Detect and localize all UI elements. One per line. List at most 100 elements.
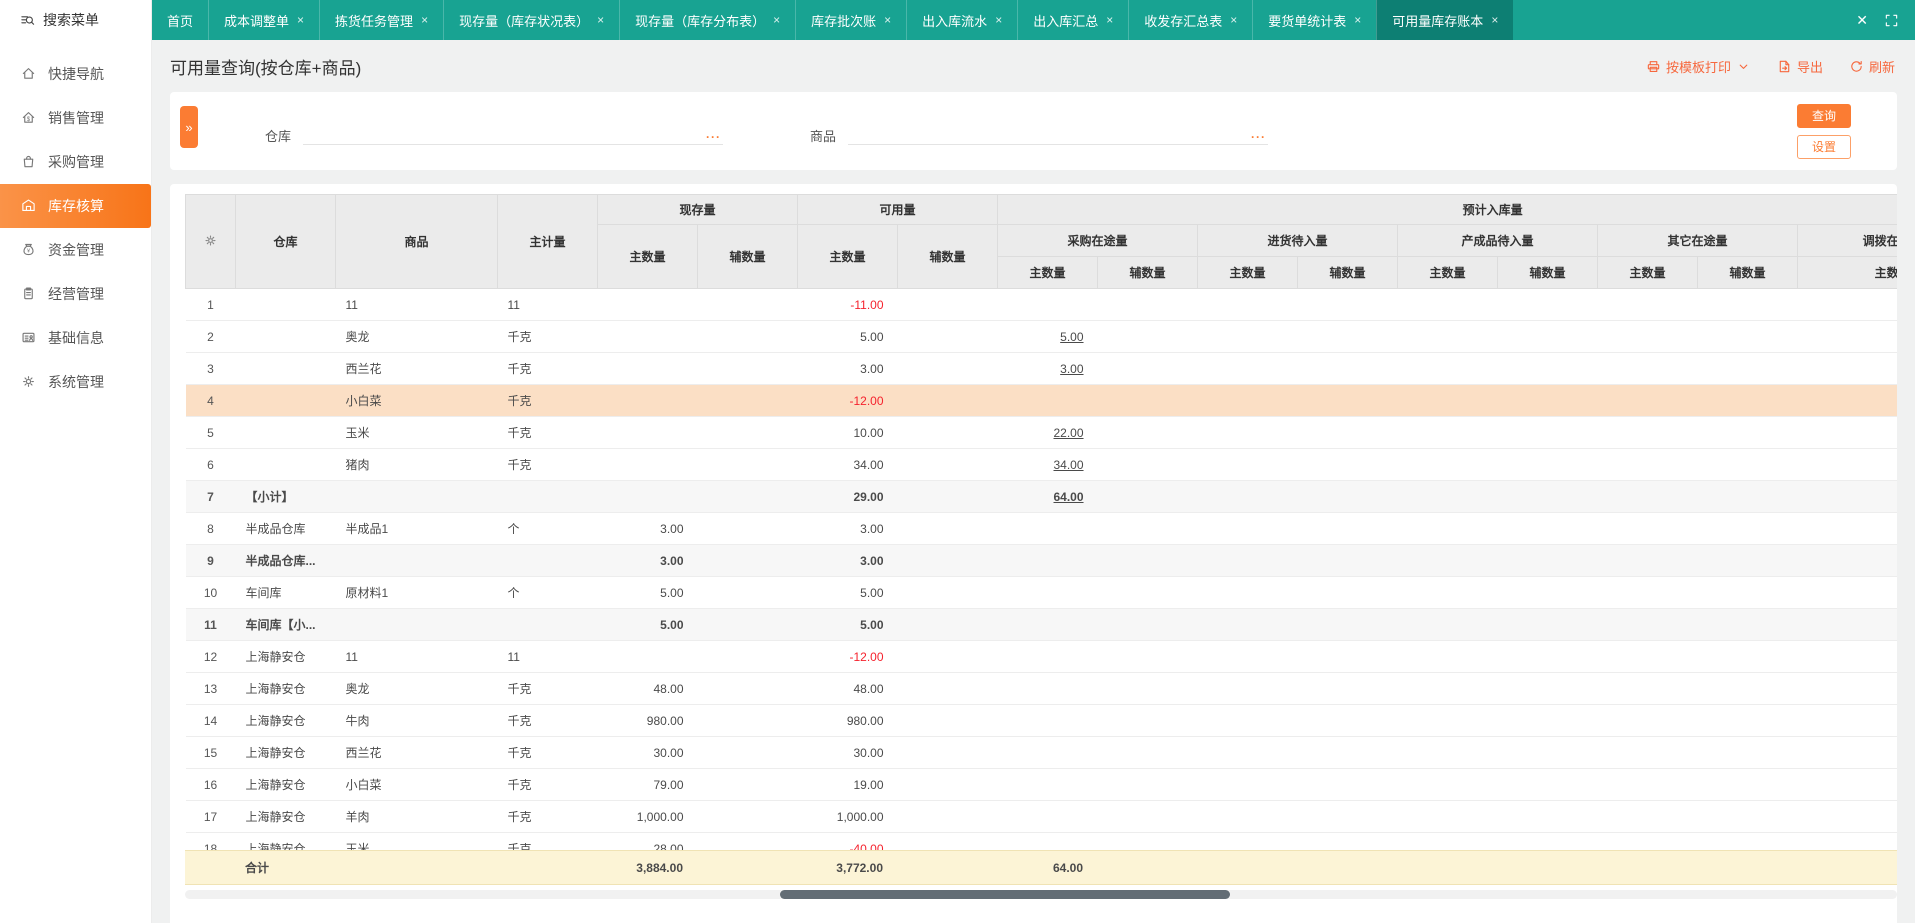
cell: 5.00 — [597, 576, 698, 609]
cell — [697, 704, 798, 737]
cell — [897, 320, 998, 353]
warehouse-label: 仓库 — [265, 129, 292, 144]
cell[interactable]: 5.00 — [997, 320, 1098, 353]
group-header-transfer-transit: 调拨在途量 — [1797, 224, 1897, 257]
sidebar-item-2[interactable]: 采购管理 — [0, 140, 151, 184]
cell — [697, 512, 798, 545]
cell — [1497, 416, 1598, 449]
chevron-down-icon[interactable] — [1736, 59, 1751, 74]
table-row[interactable]: 13 上海静安仓 奥龙 千克 48.00 48.00 — [185, 672, 1897, 705]
sidebar-item-5[interactable]: 经营管理 — [0, 272, 151, 316]
sidebar-item-0[interactable]: 快捷导航 — [0, 52, 151, 96]
table-row[interactable]: 1 11 11 -11.00 — [185, 288, 1897, 321]
table-row[interactable]: 10 车间库 原材料1 个 5.00 5.00 — [185, 576, 1897, 609]
fullscreen-icon[interactable] — [1884, 13, 1899, 28]
sidebar-item-3[interactable]: 库存核算 — [0, 184, 151, 228]
tab-8[interactable]: 收发存汇总表 × — [1128, 0, 1252, 40]
cell[interactable]: 3.00 — [997, 352, 1098, 385]
tab-close-icon[interactable]: × — [1230, 13, 1238, 27]
tab-close-icon[interactable]: × — [1106, 13, 1114, 27]
cell: 11 — [335, 640, 498, 673]
cell — [1397, 352, 1498, 385]
sidebar-item-7[interactable]: 系统管理 — [0, 360, 151, 404]
total-onhand-main: 3,884.00 — [597, 850, 697, 885]
tab-0[interactable]: 首页 — [152, 0, 208, 40]
sidebar-item-6[interactable]: 基础信息 — [0, 316, 151, 360]
table-row[interactable]: 8 半成品仓库 半成品1 个 3.00 3.00 — [185, 512, 1897, 545]
tab-close-icon[interactable]: × — [597, 13, 605, 27]
sidebar-item-4[interactable]: ¥ 资金管理 — [0, 228, 151, 272]
close-all-tabs-icon[interactable]: ✕ — [1856, 11, 1868, 28]
refresh-button[interactable]: 刷新 — [1849, 57, 1895, 76]
tab-close-icon[interactable]: × — [1491, 13, 1499, 27]
tab-1[interactable]: 成本调整单 × — [208, 0, 319, 40]
product-picker-ellipsis-icon[interactable]: ··· — [1251, 130, 1267, 144]
cell — [1497, 576, 1598, 609]
table-row[interactable]: 9 半成品仓库... 3.00 3.00 — [185, 544, 1897, 577]
table-row[interactable]: 16 上海静安仓 小白菜 千克 79.00 19.00 — [185, 768, 1897, 801]
tab-close-icon[interactable]: × — [884, 13, 892, 27]
cell: 48.00 — [797, 672, 898, 705]
table-row[interactable]: 6 猪肉 千克 34.00 34.00 — [185, 448, 1897, 481]
scrollbar-thumb[interactable] — [780, 890, 1230, 899]
cell: 16 — [185, 768, 236, 801]
tab-2[interactable]: 拣货任务管理 × — [319, 0, 443, 40]
cell — [997, 544, 1098, 577]
warehouse-input[interactable]: ··· — [303, 124, 724, 145]
cell — [1297, 608, 1398, 641]
warehouse-picker-ellipsis-icon[interactable]: ··· — [706, 130, 722, 144]
cell — [1697, 800, 1798, 833]
cell[interactable]: 64.00 — [997, 480, 1098, 513]
cell — [497, 608, 598, 641]
system-icon — [21, 374, 38, 391]
cell: 980.00 — [797, 704, 898, 737]
product-input[interactable]: ··· — [848, 124, 1269, 145]
cell — [1297, 704, 1398, 737]
cell: 玉米 — [335, 832, 498, 850]
col-header-product: 商品 — [335, 194, 498, 289]
query-button[interactable]: 查询 — [1797, 104, 1851, 128]
cell — [1297, 480, 1398, 513]
table-row[interactable]: 12 上海静安仓 11 11 -12.00 — [185, 640, 1897, 673]
tab-3[interactable]: 现存量（库存状况表） × — [443, 0, 619, 40]
tab-close-icon[interactable]: × — [1354, 13, 1362, 27]
table-row[interactable]: 2 奥龙 千克 5.00 5.00 — [185, 320, 1897, 353]
tab-close-icon[interactable]: × — [773, 13, 781, 27]
sidebar-item-1[interactable]: $ 销售管理 — [0, 96, 151, 140]
table-row[interactable]: 11 车间库【小... 5.00 5.00 — [185, 608, 1897, 641]
table-row[interactable]: 17 上海静安仓 羊肉 千克 1,000.00 1,000.00 — [185, 800, 1897, 833]
tab-4[interactable]: 现存量（库存分布表） × — [619, 0, 795, 40]
sidebar-item-label: 采购管理 — [48, 154, 104, 170]
cell: -12.00 — [797, 640, 898, 673]
table-row[interactable]: 14 上海静安仓 牛肉 千克 980.00 980.00 — [185, 704, 1897, 737]
settings-button[interactable]: 设置 — [1797, 135, 1851, 159]
table-row[interactable]: 18 上海静安仓 玉米 千克 28.00 -40.00 — [185, 832, 1897, 850]
table-row[interactable]: 3 西兰花 千克 3.00 3.00 — [185, 352, 1897, 385]
tab-close-icon[interactable]: × — [297, 13, 305, 27]
export-label: 导出 — [1796, 59, 1823, 75]
tab-6[interactable]: 出入库流水 × — [906, 0, 1017, 40]
total-available-main: 3,772.00 — [797, 850, 897, 885]
tab-9[interactable]: 要货单统计表 × — [1252, 0, 1376, 40]
table-row[interactable]: 5 玉米 千克 10.00 22.00 — [185, 416, 1897, 449]
print-by-template-button[interactable]: 按模板打印 — [1646, 57, 1751, 76]
cell — [697, 672, 798, 705]
cell — [1297, 672, 1398, 705]
cell[interactable]: 22.00 — [997, 416, 1098, 449]
cell: 上海静安仓 — [235, 672, 336, 705]
page-title: 可用量查询(按仓库+商品) — [170, 58, 362, 78]
tab-label: 要货单统计表 — [1268, 13, 1347, 29]
tab-close-icon[interactable]: × — [995, 13, 1003, 27]
cell[interactable]: 34.00 — [997, 448, 1098, 481]
search-menu-button[interactable]: 搜索菜单 — [0, 0, 151, 40]
table-row[interactable]: 4 小白菜 千克 -12.00 — [185, 384, 1897, 417]
tab-close-icon[interactable]: × — [421, 13, 429, 27]
column-settings-button[interactable] — [185, 194, 236, 289]
table-row[interactable]: 15 上海静安仓 西兰花 千克 30.00 30.00 — [185, 736, 1897, 769]
expand-filters-button[interactable]: » — [180, 106, 198, 148]
export-button[interactable]: 导出 — [1777, 57, 1823, 76]
tab-10[interactable]: 可用量库存账本 × — [1376, 0, 1514, 40]
tab-7[interactable]: 出入库汇总 × — [1017, 0, 1128, 40]
tab-5[interactable]: 库存批次账 × — [795, 0, 906, 40]
table-row[interactable]: 7 【小计】 29.00 64.00 — [185, 480, 1897, 513]
